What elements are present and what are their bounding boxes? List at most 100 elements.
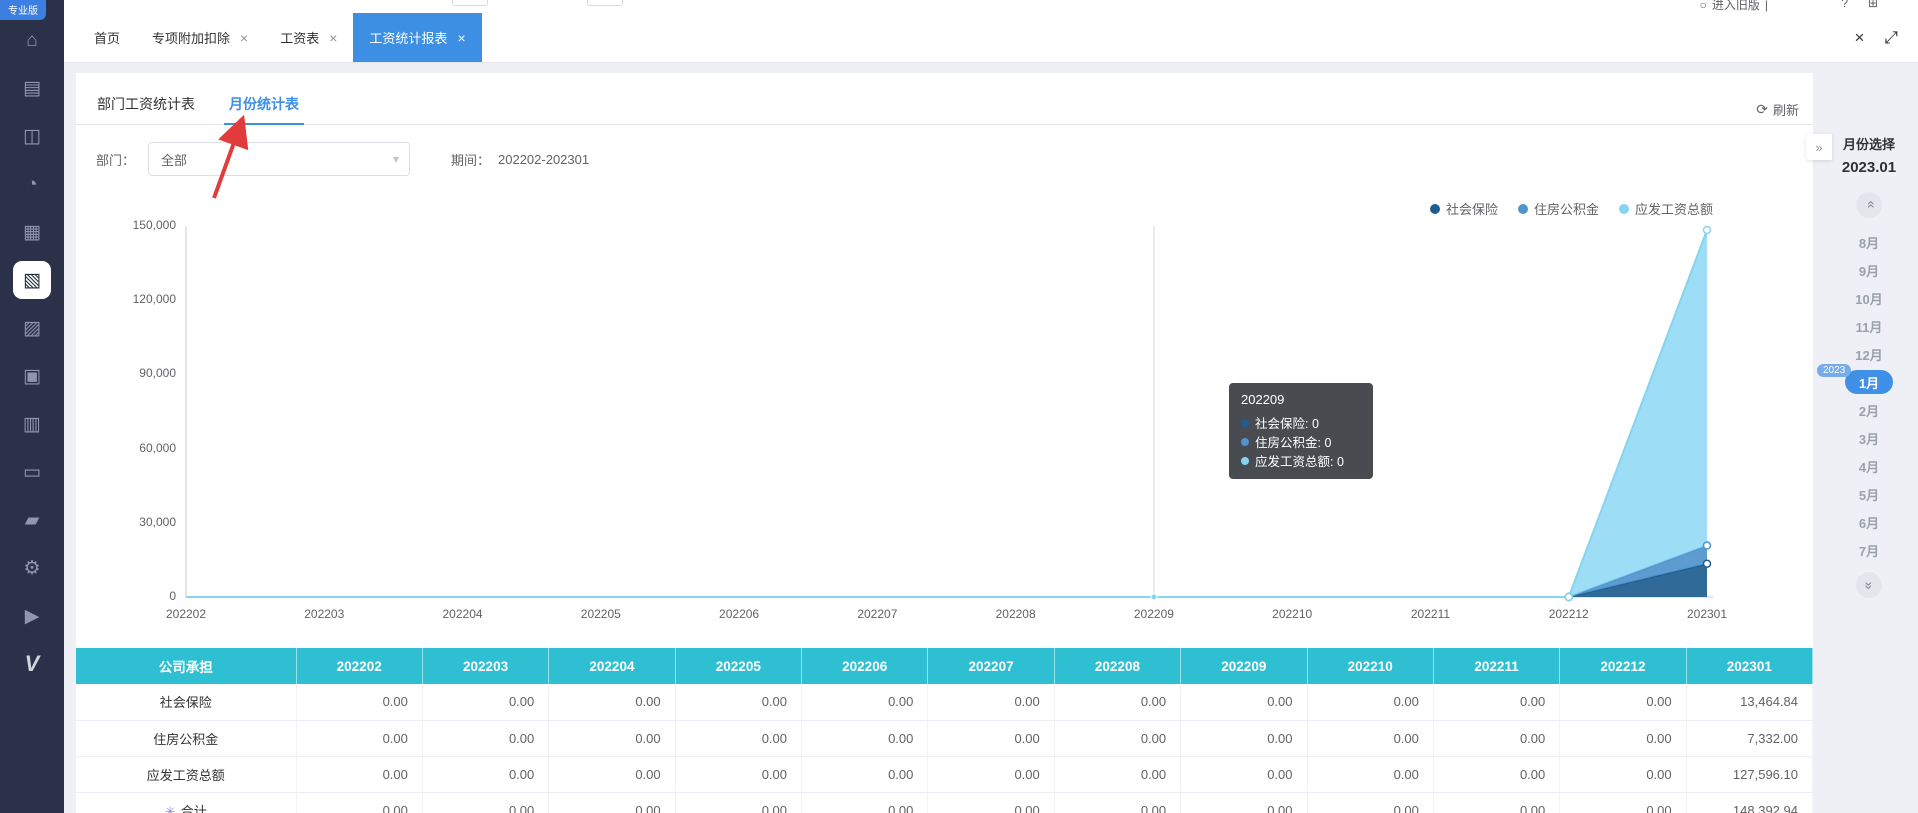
tooltip-row: 应发工资总额: 0 bbox=[1241, 451, 1361, 470]
enter-old-version-link[interactable]: ○ 进入旧版 | bbox=[1700, 0, 1768, 13]
month-2[interactable]: 2月 bbox=[1858, 403, 1880, 419]
brand-v-icon: V bbox=[24, 651, 40, 676]
month-10[interactable]: 10月 bbox=[1855, 291, 1883, 307]
tab-special-deduction[interactable]: 专项附加扣除 × bbox=[136, 13, 264, 62]
table-header-cell: 202210 bbox=[1307, 648, 1434, 684]
value-cell: 0.00 bbox=[675, 756, 803, 793]
period-label: 期间： bbox=[451, 152, 491, 168]
value-cell: 0.00 bbox=[927, 720, 1055, 757]
month-5[interactable]: 5月 bbox=[1858, 487, 1880, 503]
sub-tab-bar: 部门工资统计表 月份统计表 bbox=[76, 83, 1813, 125]
fullscreen-icon[interactable]: ⤢ bbox=[1884, 27, 1898, 47]
sidebar-item-salary-reports[interactable]: ▧ bbox=[0, 256, 64, 304]
sidebar-item-assets[interactable]: ▣ bbox=[0, 352, 64, 400]
table-header-cell: 202205 bbox=[675, 648, 803, 684]
sidebar-item-tax-meter[interactable]: ◔ bbox=[0, 160, 64, 208]
sidebar-item-invoice-device[interactable]: ▭ bbox=[0, 448, 64, 496]
sidebar-item-settings[interactable]: ⚙ bbox=[0, 544, 64, 592]
edition-badge: 专业版 bbox=[0, 0, 46, 20]
value-cell: 0.00 bbox=[801, 756, 929, 793]
x-axis-label: 202212 bbox=[1548, 607, 1589, 621]
scroll-up-button[interactable]: » bbox=[1856, 192, 1882, 218]
workbench-icon: ▰ bbox=[24, 509, 40, 531]
sidebar-item-analytics[interactable]: ◫ bbox=[0, 112, 64, 160]
scroll-down-button[interactable]: » bbox=[1856, 572, 1882, 598]
month-6[interactable]: 6月 bbox=[1858, 515, 1880, 531]
tab-salary-report[interactable]: 工资统计报表 × bbox=[353, 13, 482, 62]
legend-label: 住房公积金 bbox=[1533, 202, 1599, 217]
subtab-monthly-stats[interactable]: 月份统计表 bbox=[212, 83, 316, 125]
help-icon[interactable]: ? bbox=[1841, 0, 1848, 10]
tab-home[interactable]: 首页 bbox=[78, 13, 136, 62]
tab-label: 工资表 bbox=[280, 31, 320, 46]
value-cell: 0.00 bbox=[1433, 756, 1561, 793]
tab-salary-sheet[interactable]: 工资表 × bbox=[264, 13, 353, 62]
value-cell: 0.00 bbox=[1307, 792, 1434, 813]
value-cell: 0.00 bbox=[1559, 792, 1687, 813]
tab-close-icon[interactable]: × bbox=[457, 29, 466, 46]
assets-icon: ▣ bbox=[23, 365, 41, 387]
table-header-cell: 202206 bbox=[801, 648, 929, 684]
value-cell: 0.00 bbox=[1180, 720, 1308, 757]
double-chevron-down-icon: » bbox=[1860, 581, 1877, 589]
open-tabs: 首页 专项附加扣除 × 工资表 × 工资统计报表 × bbox=[78, 13, 482, 62]
month-7[interactable]: 7月 bbox=[1858, 543, 1880, 559]
month-12[interactable]: 12月 bbox=[1855, 347, 1883, 363]
sidebar-item-tutorial[interactable]: ▶ bbox=[0, 592, 64, 640]
sidebar-item-bank[interactable]: ▦ bbox=[0, 208, 64, 256]
value-cell: 0.00 bbox=[675, 720, 803, 757]
value-cell: 0.00 bbox=[927, 684, 1055, 721]
department-select[interactable]: 全部 ▾ bbox=[148, 142, 410, 176]
tab-bar-actions: × ⤢ bbox=[1854, 13, 1918, 62]
sidebar-item-home[interactable]: ⌂ bbox=[0, 16, 64, 64]
legend-item[interactable]: 应发工资总额 bbox=[1618, 199, 1713, 218]
row-label-cell: 应发工资总额 bbox=[76, 756, 297, 793]
month-3[interactable]: 3月 bbox=[1858, 431, 1880, 447]
sidebar-item-inventory[interactable]: ▨ bbox=[0, 304, 64, 352]
sidebar-item-workbench[interactable]: ▰ bbox=[0, 496, 64, 544]
content-panel: 部门工资统计表 月份统计表 ⟳ 刷新 部门： 全部 ▾ 期间： 202202-20… bbox=[76, 73, 1814, 813]
value-cell: 0.00 bbox=[548, 756, 676, 793]
month-panel-collapse-button[interactable]: » bbox=[1806, 134, 1832, 160]
legend-dot bbox=[1429, 203, 1440, 214]
value-cell: 0.00 bbox=[548, 792, 676, 813]
sidebar-item-vouchers[interactable]: ▤ bbox=[0, 64, 64, 112]
y-axis-label: 0 bbox=[169, 589, 176, 603]
chevron-down-icon: ▾ bbox=[392, 152, 399, 166]
clipped-toolbar-button[interactable] bbox=[452, 0, 488, 6]
tooltip-text: 住房公积金: 0 bbox=[1255, 436, 1332, 450]
salary-reports-icon: ▧ bbox=[13, 261, 51, 299]
value-cell: 0.00 bbox=[296, 756, 423, 793]
tab-close-icon[interactable]: × bbox=[329, 29, 338, 46]
legend-item[interactable]: 住房公积金 bbox=[1517, 199, 1599, 218]
y-axis-label: 60,000 bbox=[139, 440, 176, 455]
refresh-label: 刷新 bbox=[1772, 103, 1799, 118]
apps-grid-icon[interactable]: ⊞ bbox=[1867, 0, 1878, 10]
clipped-toolbar-button[interactable] bbox=[587, 0, 623, 6]
tooltip-title: 202209 bbox=[1241, 392, 1285, 407]
month-11[interactable]: 11月 bbox=[1855, 319, 1883, 335]
close-all-tabs-icon[interactable]: × bbox=[1854, 27, 1865, 47]
table-header-cell: 202301 bbox=[1686, 648, 1814, 684]
tab-close-icon[interactable]: × bbox=[240, 29, 249, 46]
sidebar-item-ledger[interactable]: ▥ bbox=[0, 400, 64, 448]
x-axis-label: 202211 bbox=[1410, 607, 1451, 621]
month-8[interactable]: 8月 bbox=[1858, 235, 1880, 251]
legend-item[interactable]: 社会保险 bbox=[1429, 199, 1498, 218]
stacked-area-chart[interactable] bbox=[185, 225, 1717, 607]
refresh-button[interactable]: ⟳ 刷新 bbox=[1756, 100, 1799, 119]
sidebar-item-brand-v[interactable]: V bbox=[0, 640, 64, 688]
month-9[interactable]: 9月 bbox=[1858, 263, 1880, 279]
vouchers-icon: ▤ bbox=[23, 77, 41, 99]
tab-label: 工资统计报表 bbox=[369, 31, 448, 46]
month-1[interactable]: 1月 2023 bbox=[1817, 364, 1893, 394]
subtab-department-salary-stats[interactable]: 部门工资统计表 bbox=[97, 95, 195, 112]
sidebar-menu: ⌂ ▤ ◫ ◔ ▦ ▧ ▨ ▣ ▥ ▭ ▰ ⚙ ▶ V bbox=[0, 16, 64, 688]
table-header-cell: 公司承担 bbox=[76, 648, 297, 684]
value-cell: 0.00 bbox=[801, 720, 929, 757]
x-axis-label: 202301 bbox=[1686, 607, 1728, 621]
month-4[interactable]: 4月 bbox=[1858, 459, 1880, 475]
y-axis-label: 90,000 bbox=[139, 366, 176, 381]
value-cell: 0.00 bbox=[548, 684, 676, 721]
invoice-device-icon: ▭ bbox=[23, 461, 41, 483]
